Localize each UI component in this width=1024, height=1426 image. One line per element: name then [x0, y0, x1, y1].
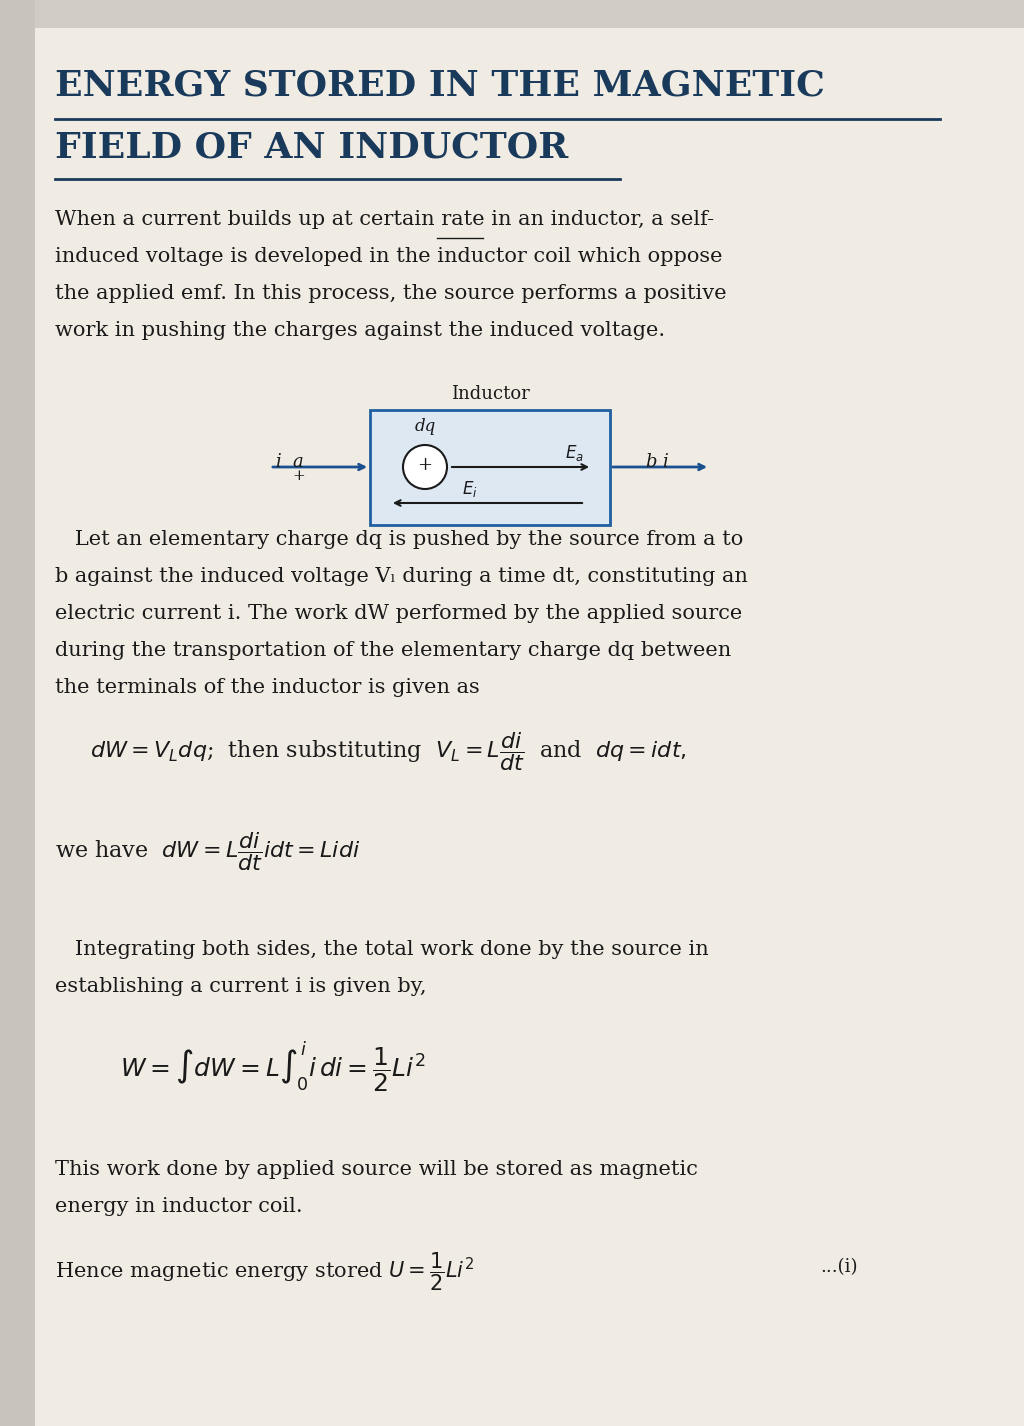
Text: electric current i. The work dW performed by the applied source: electric current i. The work dW performe…	[55, 605, 742, 623]
Text: i: i	[275, 453, 281, 471]
Text: $E_i$: $E_i$	[462, 479, 478, 499]
Text: Inductor: Inductor	[451, 385, 529, 404]
Text: i: i	[662, 453, 668, 471]
Text: induced voltage is developed in the inductor coil which oppose: induced voltage is developed in the indu…	[55, 247, 723, 267]
Bar	[370, 411, 610, 525]
Text: ...(i): ...(i)	[820, 1258, 857, 1276]
Bar	[0, 0, 35, 1426]
Text: Let an elementary charge dq is pushed by the source from a to: Let an elementary charge dq is pushed by…	[55, 530, 743, 549]
Text: during the transportation of the elementary charge dq between: during the transportation of the element…	[55, 642, 731, 660]
Text: work in pushing the charges against the induced voltage.: work in pushing the charges against the …	[55, 321, 666, 339]
Text: +: +	[292, 469, 305, 483]
Text: ENERGY STORED IN THE MAGNETIC: ENERGY STORED IN THE MAGNETIC	[55, 68, 825, 103]
Text: $W = \int dW = L\int_0^i i\, di = \dfrac{1}{2}Li^2$: $W = \int dW = L\int_0^i i\, di = \dfrac…	[120, 1040, 426, 1095]
Circle shape	[403, 445, 447, 489]
Text: Hence magnetic energy stored $U = \dfrac{1}{2}Li^2$: Hence magnetic energy stored $U = \dfrac…	[55, 1251, 474, 1292]
Text: This work done by applied source will be stored as magnetic: This work done by applied source will be…	[55, 1159, 698, 1179]
Text: the applied emf. In this process, the source performs a positive: the applied emf. In this process, the so…	[55, 284, 727, 302]
Text: dq: dq	[415, 418, 435, 435]
Text: we have  $dW = L\dfrac{di}{dt}idt = Lidi$: we have $dW = L\dfrac{di}{dt}idt = Lidi$	[55, 830, 360, 873]
Text: Integrating both sides, the total work done by the source in: Integrating both sides, the total work d…	[55, 940, 709, 960]
Text: energy in inductor coil.: energy in inductor coil.	[55, 1196, 303, 1216]
Text: a: a	[292, 453, 303, 471]
Text: When a current builds up at certain rate in an inductor, a self-: When a current builds up at certain rate…	[55, 210, 714, 230]
Bar	[35, 0, 1024, 29]
Text: b: b	[645, 453, 656, 471]
Text: b against the induced voltage Vₗ during a time dt, constituting an: b against the induced voltage Vₗ during …	[55, 568, 748, 586]
Text: +: +	[418, 456, 432, 473]
Text: FIELD OF AN INDUCTOR: FIELD OF AN INDUCTOR	[55, 130, 568, 164]
Text: $dW = V_Ldq$;  then substituting  $V_L = L\dfrac{di}{dt}$  and  $dq = idt,$: $dW = V_Ldq$; then substituting $V_L = L…	[90, 730, 687, 773]
Text: the terminals of the inductor is given as: the terminals of the inductor is given a…	[55, 677, 480, 697]
Text: $E_a$: $E_a$	[565, 443, 584, 463]
Text: establishing a current i is given by,: establishing a current i is given by,	[55, 977, 427, 995]
